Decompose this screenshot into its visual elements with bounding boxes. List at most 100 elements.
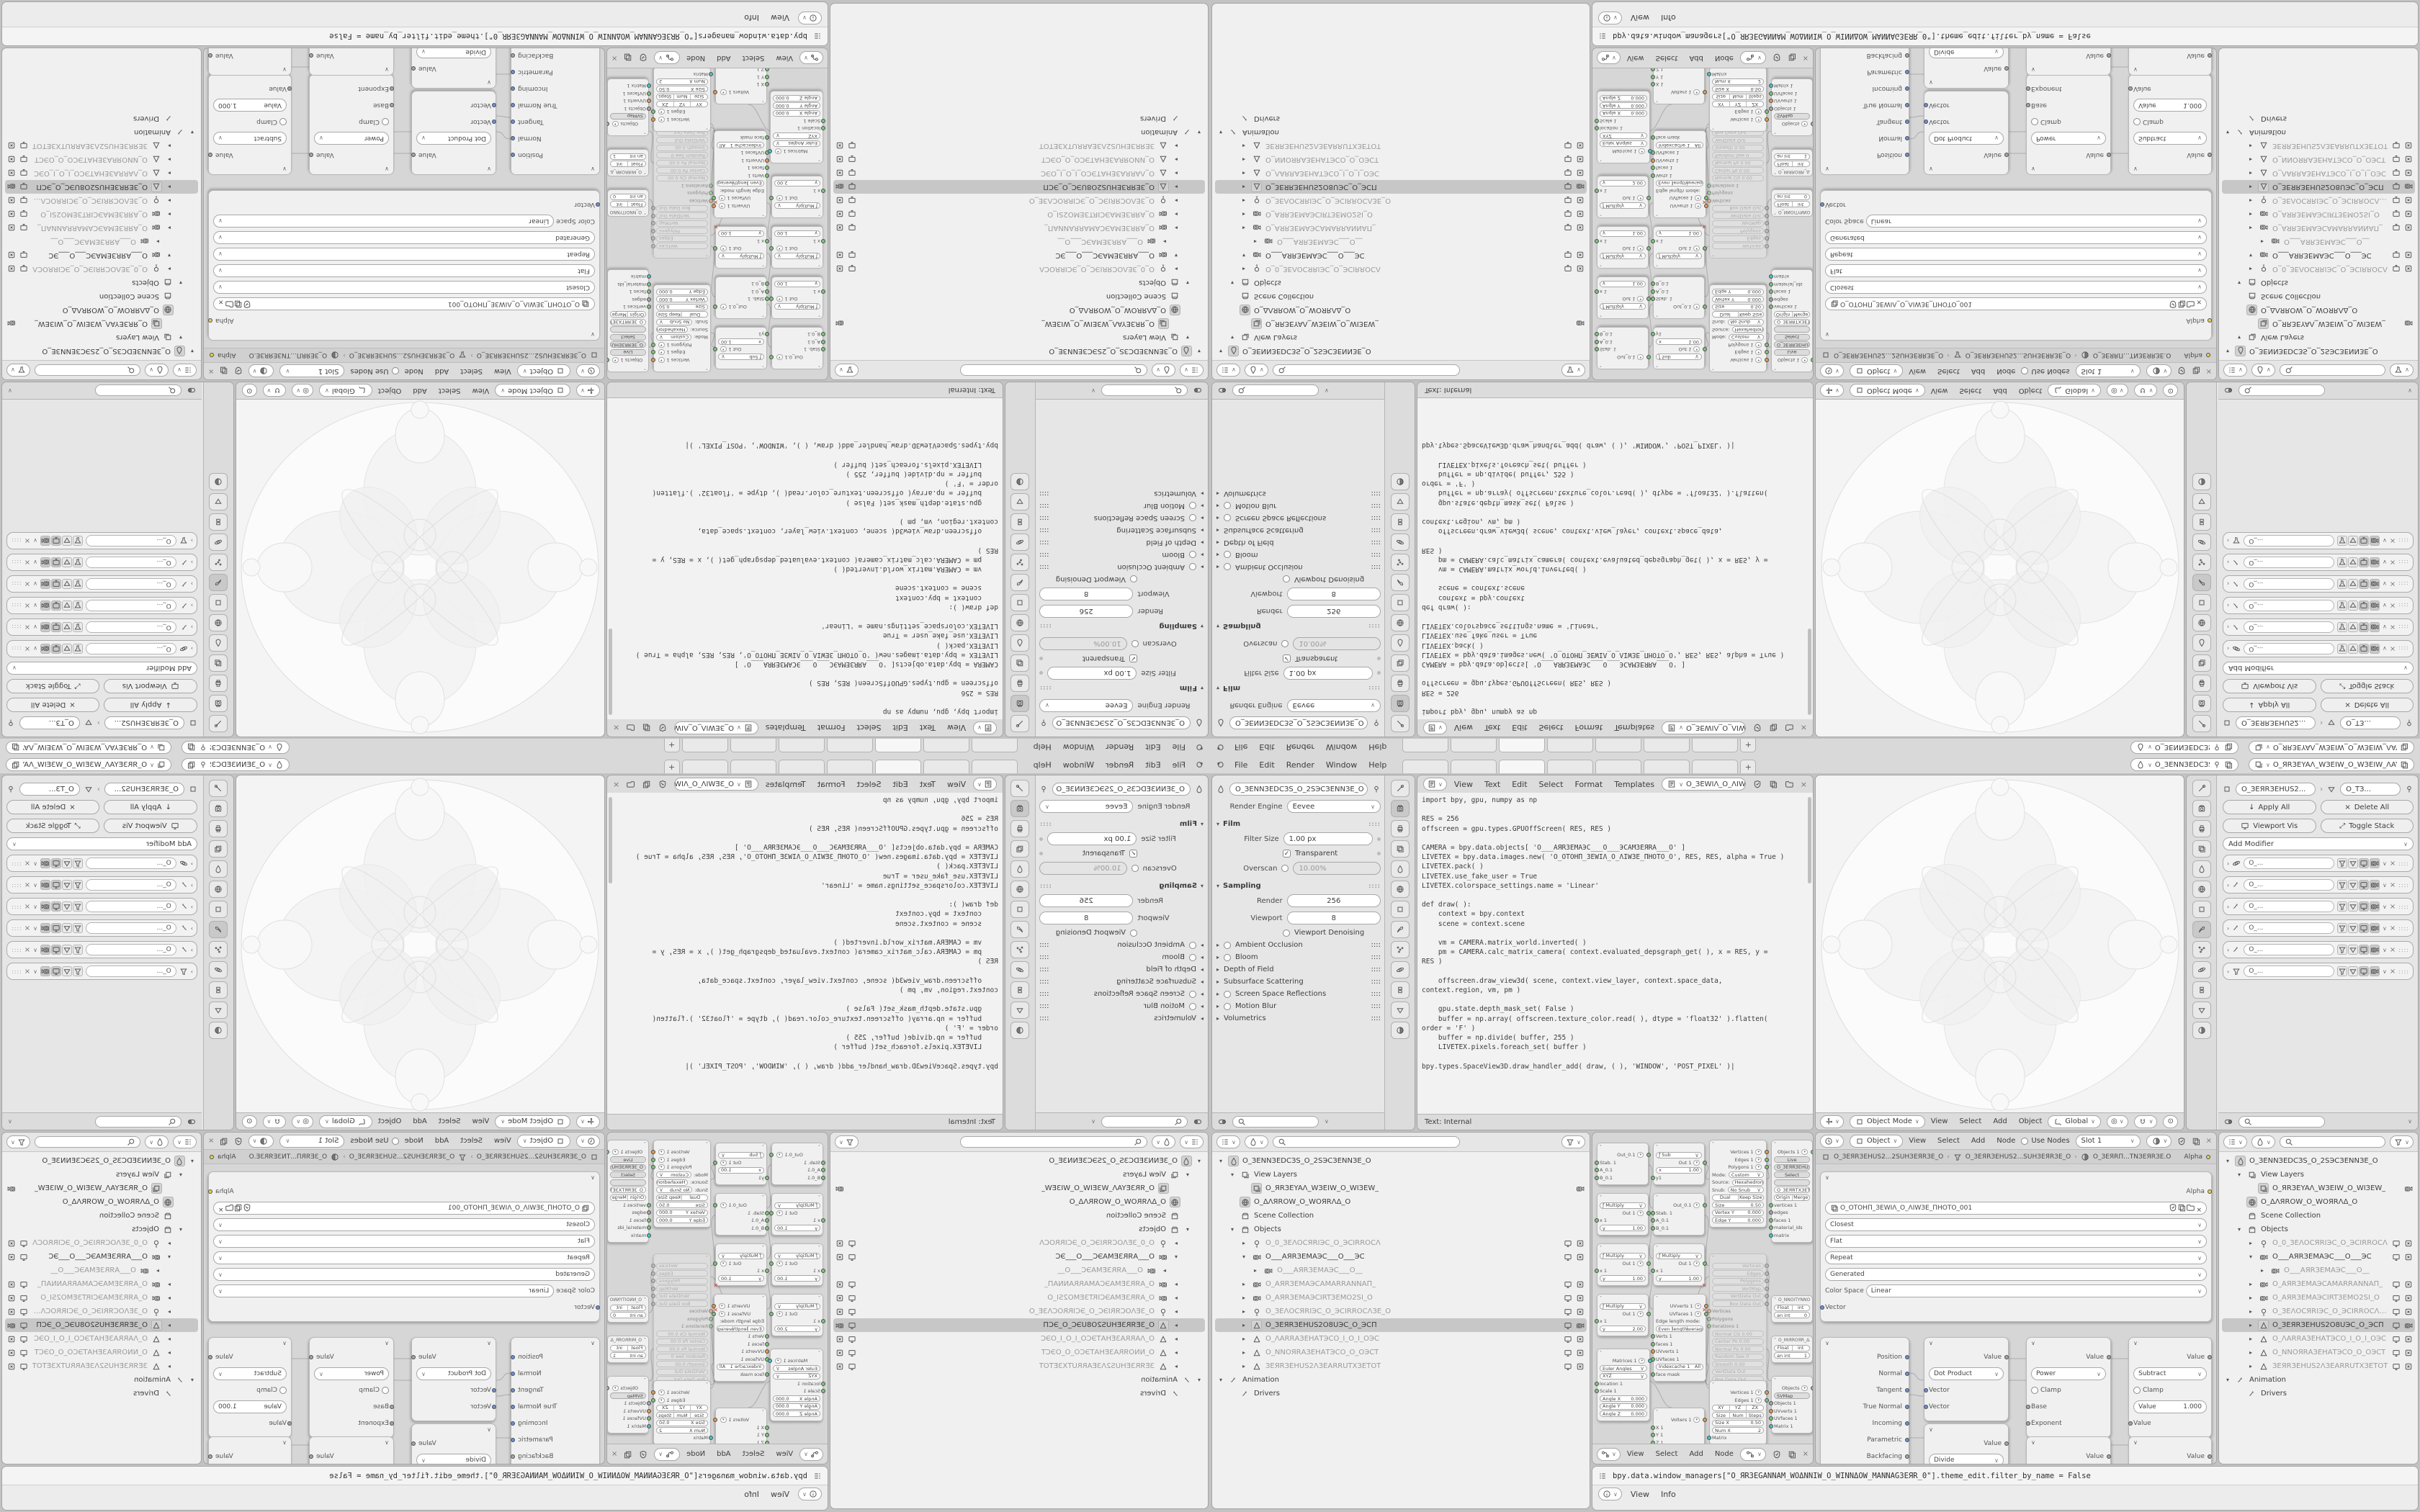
- modifier-toggle[interactable]: [2358, 622, 2369, 632]
- delete-modifier-button[interactable]: ×: [2389, 967, 2396, 976]
- section-volumetrics[interactable]: ▸ Volumetrics::::: [1039, 490, 1204, 498]
- properties-tab-imgs[interactable]: [1390, 840, 1410, 858]
- delete-modifier-button[interactable]: ×: [24, 558, 31, 567]
- node-socket[interactable]: [1651, 282, 1655, 287]
- node[interactable]: ∨ Alpha O_ОТОНП_ЗЕWIΛ_O_ΛIWЗЕ_ПНОТО_001 × C…: [1820, 1171, 2212, 1322]
- node-socket[interactable]: [1595, 332, 1599, 337]
- node[interactable]: ˅ UVverts 1 ▾ UVfaces 1 ▾ Edge length mode: Ev…: [1651, 1294, 1708, 1382]
- properties-tab-print[interactable]: [1010, 675, 1030, 692]
- workspace-tab[interactable]: [681, 739, 728, 752]
- outliner-row[interactable]: ▸ O_AЯRЗЕМАЭСIRTЗЕМО2SI_O: [5, 1291, 198, 1305]
- properties-tab-part[interactable]: [1390, 941, 1410, 958]
- node-socket[interactable]: [765, 1425, 769, 1430]
- menu-item-edit[interactable]: Edit: [1145, 742, 1161, 752]
- workspace-tab[interactable]: [1451, 739, 1497, 752]
- modifier-toggle[interactable]: [2369, 579, 2380, 589]
- modifier-toggle[interactable]: [62, 536, 73, 546]
- node[interactable]: ∨ Position Normal Tangent True Normal Incomin…: [511, 1337, 600, 1464]
- node[interactable]: ∨Value0.750: [309, 1436, 394, 1464]
- node-socket[interactable]: [1811, 1150, 1813, 1154]
- copy-icon[interactable]: [187, 760, 196, 769]
- menu-item-select[interactable]: Select: [438, 387, 461, 395]
- outliner-row[interactable]: ▸ O_0_ЗЕΛОСЯRIЭС_O_ЭСIRROСΛ: [5, 262, 198, 276]
- fake-user-shield-icon[interactable]: [658, 724, 667, 732]
- editor-type-button[interactable]: ∨: [799, 51, 823, 65]
- properties-tab-constr[interactable]: [1010, 981, 1030, 999]
- node-socket[interactable]: [1820, 202, 1824, 207]
- node[interactable]: ˅ Out_0.1 ▾ Stab. 1 A_0.1 B_0.1: [1595, 1143, 1651, 1185]
- properties-tab-drop[interactable]: [1390, 634, 1410, 652]
- node[interactable]: ˅ Vertices Edges Polygons VertMap VertData Ou…: [1707, 125, 1769, 258]
- properties-tab-data[interactable]: [2192, 1002, 2211, 1019]
- node-socket[interactable]: [821, 189, 825, 193]
- outliner-row[interactable]: ▾ Objects: [1139, 1225, 1190, 1233]
- node-socket[interactable]: [769, 1311, 774, 1316]
- overscan-checkbox[interactable]: [1131, 865, 1139, 872]
- outliner-row[interactable]: ▾ View Layers: [2237, 1171, 2304, 1179]
- node-socket[interactable]: [2208, 1189, 2212, 1194]
- node-socket[interactable]: [1651, 166, 1655, 171]
- menu-item-node[interactable]: Node: [686, 1450, 706, 1458]
- pin-icon[interactable]: [199, 743, 207, 752]
- shader-canvas[interactable]: ∨ Alpha O_ОТОНП_ЗЕWIΛ_O_ΛIWЗЕ_ПНОТО_001 × C…: [203, 48, 604, 348]
- workspace-tab[interactable]: [1595, 760, 1642, 773]
- menu-item-select[interactable]: Select: [742, 54, 765, 62]
- modifier-toggle[interactable]: [2336, 536, 2347, 546]
- node-socket[interactable]: [1707, 1324, 1711, 1328]
- section-volumetrics[interactable]: ▸ Volumetrics::::: [1039, 1014, 1204, 1022]
- open-folder-icon[interactable]: [1785, 780, 1793, 788]
- node-socket[interactable]: [411, 1441, 416, 1446]
- viewport-samples-field[interactable]: 8: [1286, 588, 1381, 600]
- modifier-row[interactable]: › O_... ∨ ×::::: [6, 640, 197, 657]
- section-depth-of-field[interactable]: ▸ Depth of Field::::: [1216, 539, 1381, 546]
- toggle-stack-button[interactable]: ⤢ Toggle Stack: [6, 679, 100, 693]
- node-socket[interactable]: [1646, 1153, 1651, 1157]
- menu-item-select[interactable]: Select: [438, 1117, 461, 1125]
- outliner-row[interactable]: ▸ O_ΛАRRАЗЕНАТЭСО_I_O_I_ОЭС: [833, 166, 1205, 180]
- node-socket[interactable]: [208, 53, 212, 58]
- properties-tab-mat[interactable]: [1390, 473, 1410, 490]
- outliner-row[interactable]: ▸ O_ЗЕЯRЗЕНUS2O8UЭС_O_ЭСП: [2222, 180, 2415, 194]
- menu-item-object[interactable]: Object: [2018, 387, 2043, 395]
- modifier-toggle[interactable]: [2336, 579, 2347, 589]
- node-socket[interactable]: [2004, 153, 2009, 157]
- properties-tab-sq[interactable]: [1390, 901, 1410, 918]
- menu-item-view[interactable]: View: [1930, 387, 1948, 395]
- menu-item-help[interactable]: Help: [1033, 760, 1052, 770]
- modifier-toggle[interactable]: [2347, 600, 2358, 611]
- node[interactable]: ˅ ƒ Sub ∨ Out 1 ▾ x 1.00 y1: [1651, 327, 1707, 369]
- close-icon[interactable]: ×: [611, 54, 618, 62]
- modifier-toggle[interactable]: [2358, 923, 2369, 933]
- render-samples-field[interactable]: 256: [1039, 605, 1134, 618]
- menu-item-edit[interactable]: Edit: [1145, 760, 1161, 770]
- outliner-row[interactable]: ▸ O___AЯRЗЕМАЭС___O__: [1253, 1266, 1363, 1274]
- node-socket[interactable]: [596, 1305, 600, 1310]
- node-socket[interactable]: [1765, 214, 1769, 218]
- node-socket[interactable]: [411, 66, 416, 71]
- node-socket[interactable]: [709, 72, 713, 76]
- node[interactable]: ˅ Out_0.1 ▾ Stab. 1 A_0.1 B_0.1: [1595, 327, 1651, 369]
- node-socket[interactable]: [208, 1454, 212, 1459]
- shader-type-select[interactable]: Object ∨: [516, 1134, 571, 1148]
- properties-tab-drop[interactable]: [1010, 860, 1030, 878]
- properties-tab-drop[interactable]: [1010, 634, 1030, 652]
- workspace-tab[interactable]: [1402, 760, 1449, 773]
- python-report-row[interactable]: bpy.data.window_managers["O_ЯRЗЕGANNAM_W…: [1592, 1467, 2418, 1485]
- menu-item-node[interactable]: Node: [1714, 54, 1734, 62]
- node-socket[interactable]: [287, 1421, 292, 1426]
- node-socket[interactable]: [709, 1436, 713, 1440]
- node-socket[interactable]: [492, 1405, 496, 1409]
- copy-icon[interactable]: [187, 743, 196, 752]
- modifier-toggle[interactable]: [2336, 858, 2347, 868]
- outliner-row[interactable]: ▸ O_AЯRЗЕМАЭСАМАRRАNNАП_: [833, 221, 1205, 235]
- delete-modifier-button[interactable]: ×: [2389, 558, 2396, 567]
- display-mode-button[interactable]: ∨: [2223, 1135, 2247, 1148]
- modifier-toggle[interactable]: [2358, 600, 2369, 611]
- overlay-button[interactable]: ⊙: [242, 384, 257, 397]
- properties-tab-camback[interactable]: [2192, 695, 2211, 712]
- node-socket[interactable]: [1811, 1386, 1813, 1390]
- outliner-row[interactable]: ▸ O_AЯRЗЕМАЭСIRTЗЕМО2SI_O: [1215, 207, 1587, 221]
- fake-user-shield-icon[interactable]: [1753, 780, 1762, 788]
- section-subsurface-scattering[interactable]: ▸ Subsurface Scattering::::: [1039, 526, 1204, 534]
